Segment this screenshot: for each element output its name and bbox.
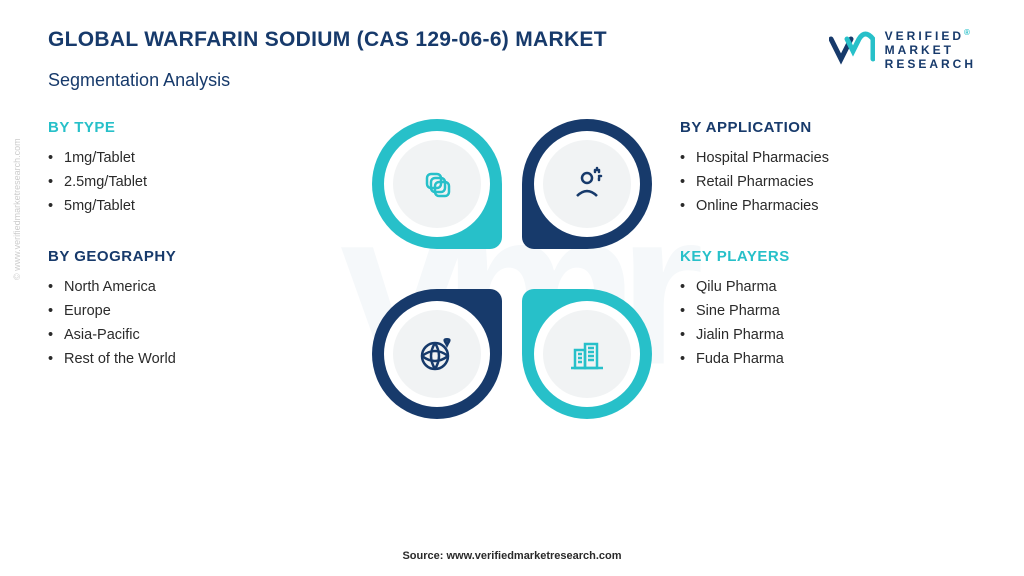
list-item: Jialin Pharma <box>680 323 976 347</box>
logo-mark-icon <box>829 31 875 69</box>
person-icon <box>567 164 607 204</box>
segment-geography-title: BY GEOGRAPHY <box>48 248 344 265</box>
petal-geography <box>372 289 502 419</box>
petal-players <box>522 289 652 419</box>
list-item: Qilu Pharma <box>680 275 976 299</box>
list-item: Rest of the World <box>48 347 344 371</box>
segment-type-list: 1mg/Tablet 2.5mg/Tablet 5mg/Tablet <box>48 146 344 218</box>
list-item: 5mg/Tablet <box>48 194 344 218</box>
list-item: Fuda Pharma <box>680 347 976 371</box>
segment-players-title: KEY PLAYERS <box>680 248 976 265</box>
segment-type-title: BY TYPE <box>48 119 344 136</box>
list-item: Retail Pharmacies <box>680 170 976 194</box>
list-item: Hospital Pharmacies <box>680 146 976 170</box>
list-item: Europe <box>48 299 344 323</box>
list-item: 1mg/Tablet <box>48 146 344 170</box>
layers-icon <box>417 164 457 204</box>
petal-application <box>522 119 652 249</box>
buildings-icon <box>567 334 607 374</box>
header: GLOBAL WARFARIN SODIUM (CAS 129-06-6) MA… <box>48 28 976 91</box>
center-diagram <box>372 119 652 419</box>
page-subtitle: Segmentation Analysis <box>48 70 607 91</box>
logo-text: VERIFIED® MARKET RESEARCH <box>885 28 976 71</box>
petal-type <box>372 119 502 249</box>
segment-application-list: Hospital Pharmacies Retail Pharmacies On… <box>680 146 976 218</box>
segment-geography-list: North America Europe Asia-Pacific Rest o… <box>48 275 344 371</box>
globe-icon <box>417 334 457 374</box>
segment-geography: BY GEOGRAPHY North America Europe Asia-P… <box>48 248 344 371</box>
page-title: GLOBAL WARFARIN SODIUM (CAS 129-06-6) MA… <box>48 28 607 52</box>
segment-application: BY APPLICATION Hospital Pharmacies Retai… <box>680 119 976 218</box>
segment-players: KEY PLAYERS Qilu Pharma Sine Pharma Jial… <box>680 248 976 371</box>
segment-type: BY TYPE 1mg/Tablet 2.5mg/Tablet 5mg/Tabl… <box>48 119 344 218</box>
brand-logo: VERIFIED® MARKET RESEARCH <box>829 28 976 71</box>
list-item: 2.5mg/Tablet <box>48 170 344 194</box>
list-item: Asia-Pacific <box>48 323 344 347</box>
list-item: Sine Pharma <box>680 299 976 323</box>
list-item: North America <box>48 275 344 299</box>
segment-application-title: BY APPLICATION <box>680 119 976 136</box>
segment-players-list: Qilu Pharma Sine Pharma Jialin Pharma Fu… <box>680 275 976 371</box>
list-item: Online Pharmacies <box>680 194 976 218</box>
